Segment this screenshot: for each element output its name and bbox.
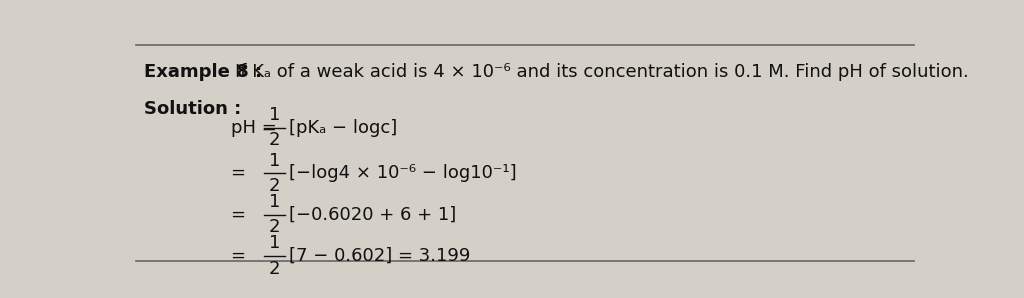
Text: [−0.6020 + 6 + 1]: [−0.6020 + 6 + 1] — [289, 206, 457, 224]
Text: 1: 1 — [269, 235, 281, 252]
Text: =: = — [231, 164, 252, 182]
Text: 1: 1 — [269, 193, 281, 211]
Text: [pKₐ − logc]: [pKₐ − logc] — [289, 119, 397, 136]
Text: 1: 1 — [269, 106, 281, 124]
Text: 2: 2 — [269, 260, 281, 278]
Text: 1: 1 — [269, 152, 281, 170]
Text: Solution :: Solution : — [143, 100, 241, 118]
Text: [7 − 0.602] = 3.199: [7 − 0.602] = 3.199 — [289, 247, 470, 265]
Text: =: = — [231, 247, 252, 265]
Text: =: = — [231, 206, 252, 224]
Text: If Kₐ of a weak acid is 4 × 10⁻⁶ and its concentration is 0.1 M. Find pH of solu: If Kₐ of a weak acid is 4 × 10⁻⁶ and its… — [236, 63, 969, 81]
Text: pH =: pH = — [231, 119, 283, 136]
Text: [−log4 × 10⁻⁶ − log10⁻¹]: [−log4 × 10⁻⁶ − log10⁻¹] — [289, 164, 517, 182]
Text: 2: 2 — [269, 218, 281, 236]
Text: Example 8 :: Example 8 : — [143, 63, 268, 81]
Text: 2: 2 — [269, 177, 281, 195]
Text: 2: 2 — [269, 131, 281, 149]
